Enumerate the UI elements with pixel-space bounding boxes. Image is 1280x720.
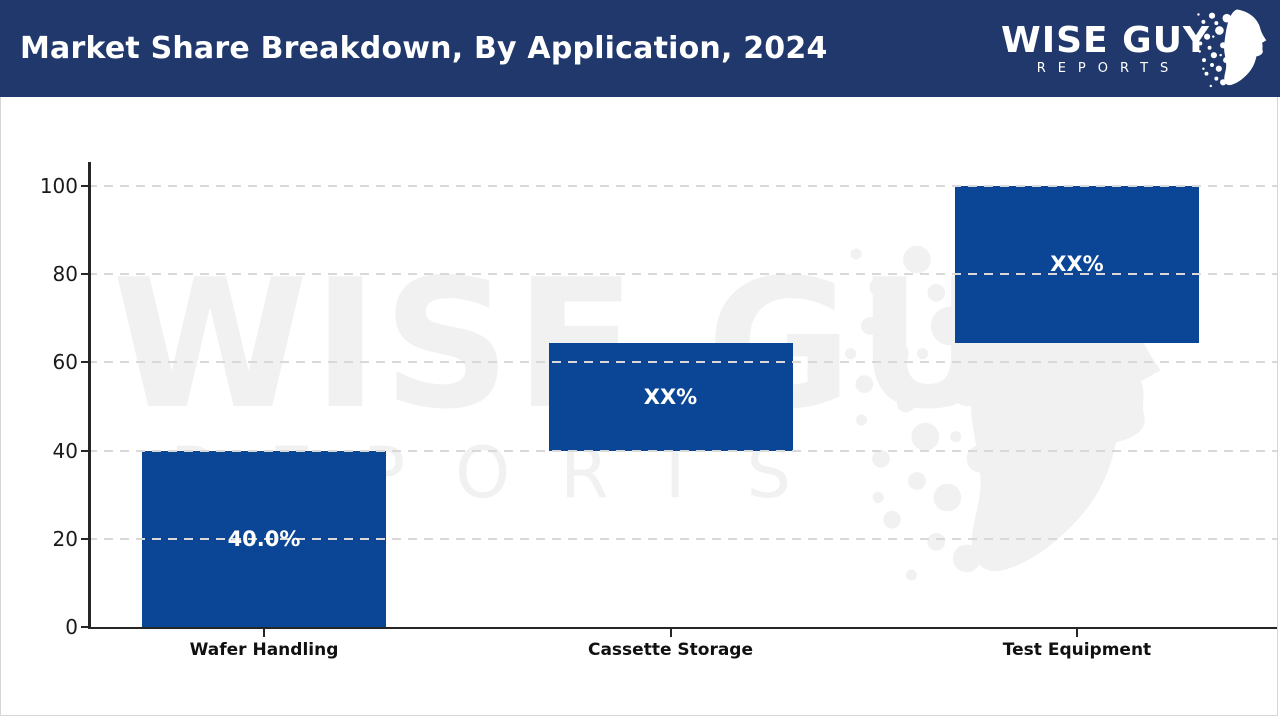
x-tick bbox=[263, 629, 265, 637]
bar-value-label: 40.0% bbox=[227, 526, 301, 551]
bar-cassette-storage bbox=[548, 342, 793, 451]
y-axis-spine bbox=[88, 162, 91, 629]
logo-subtext: REPORTS bbox=[1036, 60, 1181, 76]
y-tick-label: 0 bbox=[65, 615, 78, 639]
y-tick bbox=[81, 273, 88, 276]
logo-wordmark: WISE GUY bbox=[1000, 19, 1210, 61]
brand-logo: WISE GUY REPORTS bbox=[1001, 8, 1270, 90]
x-tick-label-1: Wafer Handling bbox=[189, 640, 339, 660]
bar-value-label: XX% bbox=[1050, 252, 1104, 277]
y-tick-label: 20 bbox=[52, 526, 78, 551]
x-tick-label-2: Cassette Storage bbox=[587, 640, 754, 660]
y-tick-label: 80 bbox=[52, 262, 78, 287]
wiseguy-face-icon bbox=[1196, 9, 1267, 87]
x-axis-spine bbox=[88, 626, 1277, 629]
y-tick bbox=[81, 537, 88, 540]
bar-value-label: XX% bbox=[643, 384, 698, 409]
gridline-80 bbox=[88, 273, 1277, 276]
y-tick-label: 40 bbox=[52, 438, 78, 463]
y-tick-label: 100 bbox=[39, 174, 78, 198]
y-tick bbox=[81, 626, 88, 628]
header: Market Share Breakdown, By Application, … bbox=[0, 0, 1280, 97]
gridline-20 bbox=[88, 537, 1277, 540]
x-tick-label-3: Test Equipment bbox=[1002, 640, 1152, 660]
gridline-100 bbox=[88, 185, 1277, 187]
y-tick bbox=[81, 449, 88, 452]
y-tick bbox=[81, 361, 88, 364]
gridline-60 bbox=[88, 361, 1277, 364]
brand-logo-text: WISE GUY REPORTS bbox=[1000, 19, 1210, 76]
y-tick bbox=[81, 185, 88, 187]
x-tick bbox=[1076, 629, 1078, 637]
page-title: Market Share Breakdown, By Application, … bbox=[20, 31, 828, 66]
y-tick-label: 60 bbox=[52, 350, 78, 375]
x-tick bbox=[669, 629, 672, 637]
gridline-40 bbox=[88, 449, 1277, 452]
